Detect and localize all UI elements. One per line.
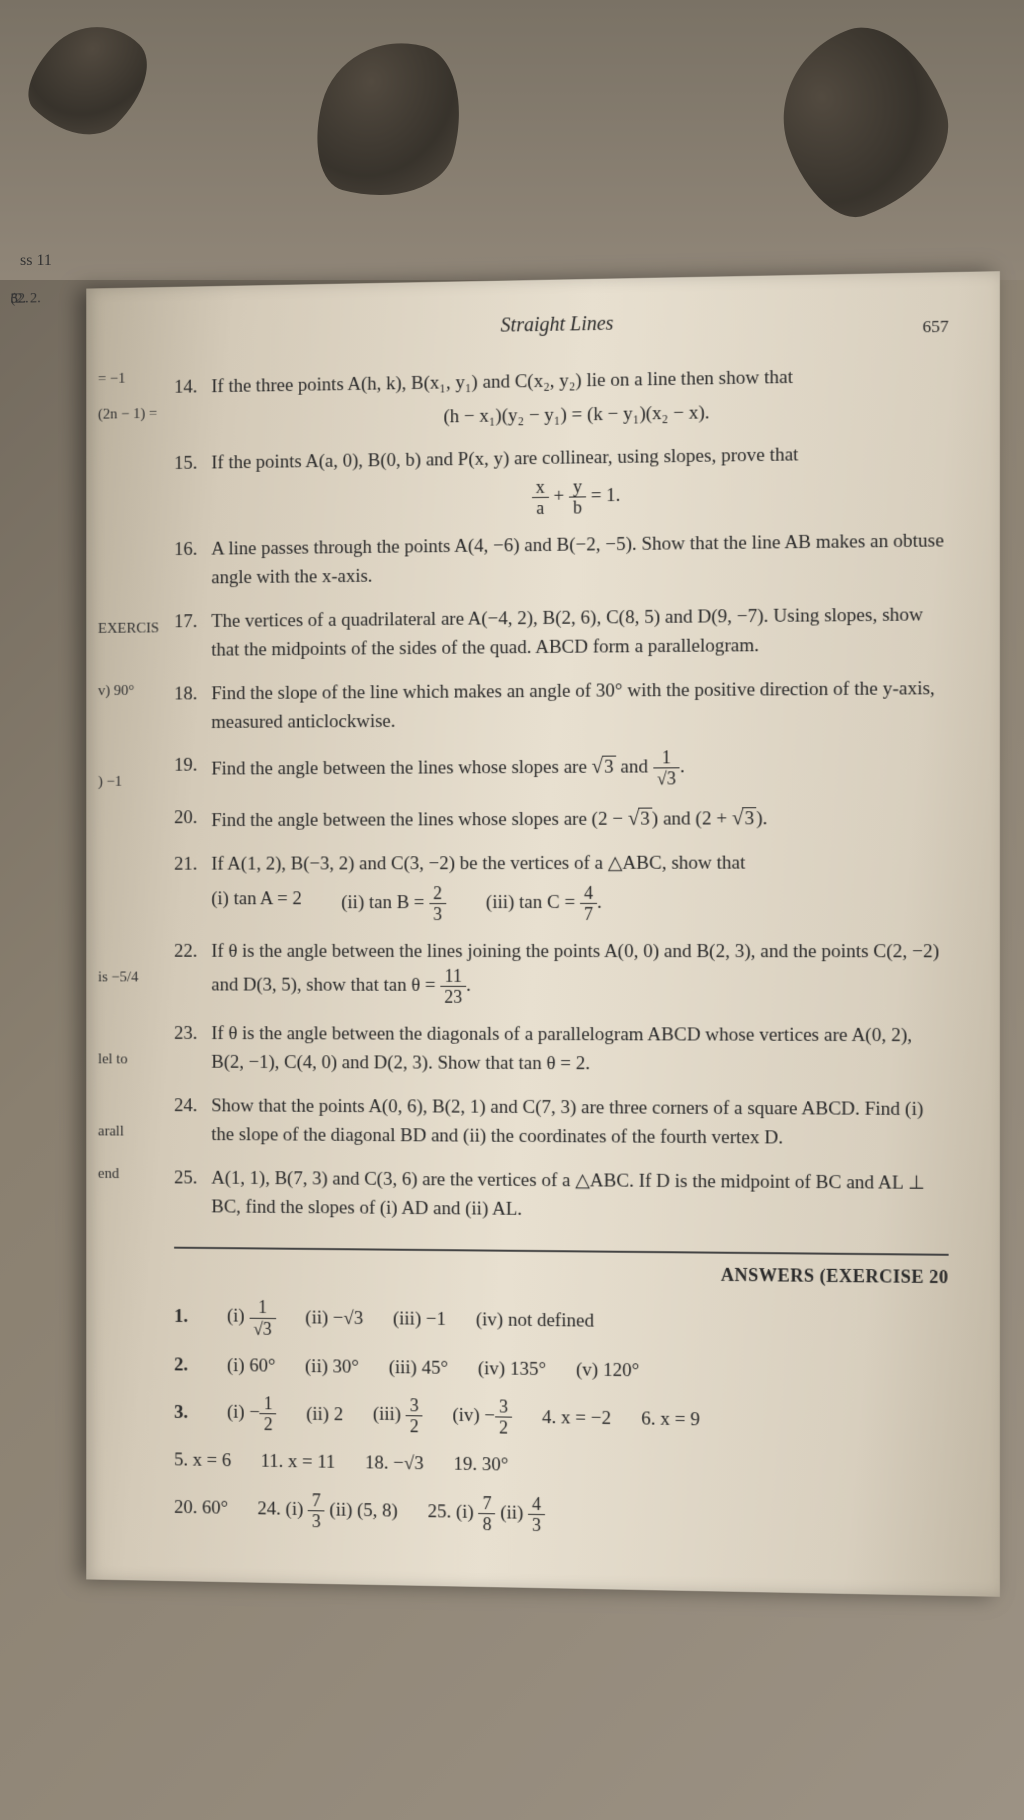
page-background: ss 11 Straight Lines 657 = −1 (2n − 1) =… (0, 0, 1024, 1820)
margin-fragment: 5. (11, 288, 22, 311)
problem-15: 15. If the points A(a, 0), B(0, b) and P… (174, 438, 949, 521)
paisley-ornament (758, 8, 970, 232)
problem-text: Find the slope of the line which makes a… (211, 678, 935, 733)
decorative-fabric-top: ss 11 (0, 0, 1024, 280)
problem-text: A line passes through the points A(4, −6… (211, 530, 944, 588)
problem-text: If A(1, 2), B(−3, 2) and C(3, −2) be the… (211, 852, 745, 874)
problem-text: Find the angle between the lines whose s… (211, 757, 591, 780)
problem-number: 24. (174, 1091, 197, 1120)
problem-19: ) −1 19. Find the angle between the line… (174, 747, 949, 790)
problem-number: 17. (174, 607, 197, 636)
margin-label: ss 11 (20, 252, 52, 270)
problem-16: 16. A line passes through the points A(4… (174, 526, 949, 593)
problem-text: If θ is the angle between the lines join… (211, 941, 939, 995)
problem-number: 22. (174, 937, 197, 966)
problem-equation: xa + yb = 1. (211, 472, 948, 521)
margin-fragment: lel to (98, 1048, 128, 1071)
problem-text: If the three points A(h, k), B(x₁, y₁) a… (211, 367, 793, 397)
margin-fragment: EXERCIS (98, 617, 159, 641)
problem-number: 21. (174, 850, 197, 879)
problem-text: Find the angle between the lines whose s… (211, 809, 628, 831)
problem-parts: (i) tan A = 2 (ii) tan B = 23 (iii) tan … (211, 884, 948, 924)
margin-fragment: (2n − 1) = (98, 403, 157, 427)
problem-17: EXERCIS 17. The vertices of a quadrilate… (174, 600, 949, 666)
margin-fragment: arall (98, 1120, 124, 1143)
problem-number: 14. (174, 373, 197, 403)
problem-24: arall 24. Show that the points A(0, 6), … (174, 1091, 949, 1154)
problem-number: 23. (174, 1019, 197, 1048)
problem-number: 19. (174, 751, 197, 780)
answer-row-3: 3. 3. (i) −12 (ii) 2 (iii) 32 (iv) −32 4… (174, 1393, 949, 1443)
answer-row-5: 20. 60° 24. (i) 73 (ii) (5, 8) 25. (i) 7… (174, 1489, 949, 1541)
margin-fragment: end (98, 1163, 119, 1186)
problem-21: 21. If A(1, 2), B(−3, 2) and C(3, −2) be… (174, 848, 949, 924)
problem-25: end 25. A(1, 1), B(7, 3) and C(3, 6) are… (174, 1163, 949, 1228)
book-page: Straight Lines 657 = −1 (2n − 1) = 14. I… (86, 271, 1000, 1596)
problem-22: is −5/4 22. If θ is the angle between th… (174, 937, 949, 1006)
problem-text: If θ is the angle between the diagonals … (211, 1023, 912, 1075)
answer-row-1: . 2. 1. (i) 1√3 (ii) −√3 (iii) −1 (iv) n… (174, 1298, 949, 1346)
problem-number: 25. (174, 1163, 197, 1192)
problem-number: 15. (174, 449, 197, 478)
problem-text: Show that the points A(0, 6), B(2, 1) an… (211, 1095, 923, 1149)
problem-equation: (h − x₁)(y₂ − y₁) = (k − y₁)(x₂ − x). (211, 394, 948, 435)
answers-header: ANSWERS (EXERCISE 20 (174, 1246, 949, 1291)
margin-fragment: = −1 (98, 368, 125, 391)
paisley-ornament (302, 25, 479, 216)
margin-fragment: is −5/4 (98, 967, 138, 990)
problem-text: If the points A(a, 0), B(0, b) and P(x, … (211, 445, 798, 474)
problem-number: 18. (174, 679, 197, 708)
answer-row-2: (2. 2. 2. (i) 60° (ii) 30° (iii) 45° (iv… (174, 1350, 949, 1389)
problem-18: v) 90° 18. Find the slope of the line wh… (174, 673, 949, 737)
problem-text: The vertices of a quadrilateral are A(−4… (211, 604, 923, 661)
problem-23: lel to 23. If θ is the angle between the… (174, 1019, 949, 1081)
problem-number: 16. (174, 535, 197, 564)
margin-fragment: v) 90° (98, 680, 134, 703)
problem-text: A(1, 1), B(7, 3) and C(3, 6) are the ver… (211, 1167, 925, 1220)
margin-fragment: ) −1 (98, 771, 122, 794)
problem-number: 20. (174, 804, 197, 833)
problem-14: = −1 (2n − 1) = 14. If the three points … (174, 361, 949, 436)
paisley-ornament (12, 2, 168, 158)
answer-row-4: 5. 5. x = 6 11. x = 11 18. −√3 19. 30° (174, 1446, 949, 1487)
problem-20: 20. Find the angle between the lines who… (174, 801, 949, 836)
